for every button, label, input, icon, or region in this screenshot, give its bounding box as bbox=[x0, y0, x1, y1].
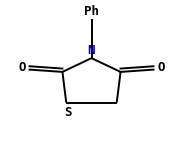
Text: S: S bbox=[64, 106, 72, 119]
Text: O: O bbox=[157, 61, 165, 74]
Text: Ph: Ph bbox=[84, 5, 99, 18]
Text: N: N bbox=[88, 44, 95, 57]
Text: O: O bbox=[18, 61, 26, 74]
